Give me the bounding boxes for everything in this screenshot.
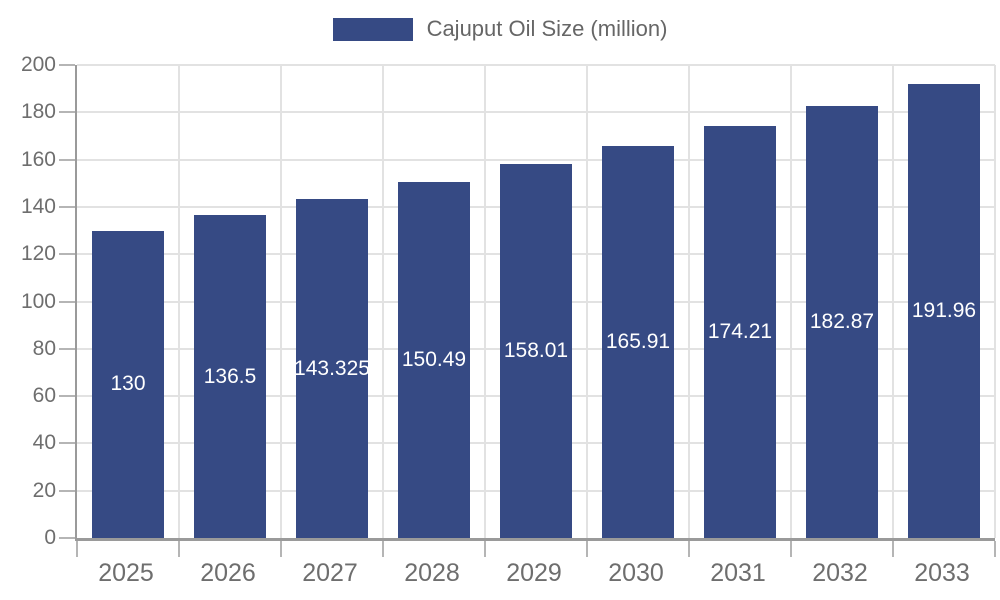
bar-value-label: 158.01 — [503, 339, 569, 363]
gridline-vertical — [790, 65, 792, 538]
x-axis-tick — [382, 541, 384, 557]
bar-value-label: 174.21 — [707, 319, 773, 343]
bar[interactable] — [806, 105, 878, 538]
y-axis-tick — [59, 347, 75, 350]
y-axis-label: 140 — [20, 194, 56, 218]
plot-area: 130 136.5 143.325 150.49 158.01 165.91 174.21 1… — [59, 64, 996, 557]
legend-swatch-icon — [332, 17, 413, 41]
x-axis-label: 2025 — [98, 559, 154, 587]
bar[interactable] — [296, 199, 368, 538]
x-axis-tick — [892, 541, 894, 557]
x-axis-tick — [688, 541, 690, 557]
gridline-vertical — [382, 65, 384, 538]
legend: Cajuput Oil Size (million) — [0, 16, 1000, 42]
y-axis-label: 180 — [20, 100, 56, 124]
y-axis-label: 20 — [32, 478, 56, 502]
y-axis-tick — [59, 253, 75, 256]
y-axis-tick — [59, 442, 75, 445]
bar-value-label: 191.96 — [911, 299, 977, 322]
bar-value-label: 182.87 — [809, 309, 875, 333]
bar[interactable] — [194, 215, 266, 538]
y-axis-tick — [59, 205, 75, 208]
bar[interactable] — [398, 182, 470, 538]
y-axis-label: 60 — [32, 384, 56, 408]
y-axis-label: 100 — [20, 289, 56, 313]
gridline-vertical — [892, 65, 894, 538]
gridline-vertical — [586, 65, 588, 538]
x-axis-label: 2030 — [608, 559, 664, 587]
y-axis-label: 200 — [20, 53, 56, 76]
gridline-horizontal — [77, 111, 995, 114]
x-axis-label: 2028 — [404, 559, 460, 587]
gridline-vertical — [280, 65, 282, 538]
y-axis-tick — [59, 111, 75, 114]
y-axis-label: 40 — [32, 431, 56, 455]
gridline-vertical — [484, 65, 486, 538]
gridline-vertical — [994, 65, 996, 538]
x-axis-tick — [586, 541, 588, 557]
gridline-vertical — [688, 65, 690, 538]
bar-value-label: 150.49 — [401, 348, 467, 372]
bar-value-label: 130 — [110, 372, 146, 396]
x-axis-label: 2033 — [914, 559, 970, 587]
x-axis-label: 2029 — [506, 559, 562, 587]
bar-value-label: 136.5 — [203, 364, 257, 388]
bar[interactable] — [704, 126, 776, 538]
y-axis-tick — [59, 395, 75, 398]
x-axis-tick — [484, 541, 486, 557]
x-axis-label: 2032 — [812, 559, 868, 587]
y-axis-label: 120 — [20, 242, 56, 266]
bar[interactable] — [92, 230, 164, 538]
y-axis-label: 80 — [32, 336, 56, 360]
bar[interactable] — [908, 84, 980, 538]
x-axis-label: 2031 — [710, 559, 766, 587]
x-axis-tick — [76, 541, 78, 557]
y-axis-label: 0 — [44, 526, 56, 549]
x-axis-tick — [994, 541, 996, 557]
gridline-horizontal — [77, 64, 995, 66]
bar[interactable] — [500, 164, 572, 538]
gridline-horizontal — [77, 158, 995, 161]
x-axis-tick — [280, 541, 282, 557]
x-axis-label: 2026 — [200, 559, 256, 587]
legend-label: Cajuput Oil Size (million) — [426, 16, 668, 41]
x-axis-tick — [178, 541, 180, 557]
y-axis-tick — [59, 537, 75, 539]
y-axis-tick — [59, 158, 75, 161]
y-axis-label: 160 — [20, 147, 56, 171]
legend-item[interactable]: Cajuput Oil Size (million) — [332, 16, 668, 42]
gridline-vertical — [178, 65, 180, 538]
x-axis-tick — [790, 541, 792, 557]
x-axis-label: 2027 — [302, 559, 358, 587]
bar[interactable] — [602, 145, 674, 538]
bar-value-label: 165.91 — [605, 329, 671, 353]
bar-value-label: 143.325 — [294, 356, 370, 380]
y-axis-tick — [59, 489, 75, 492]
y-axis-tick — [59, 64, 75, 66]
y-axis-tick — [59, 300, 75, 303]
